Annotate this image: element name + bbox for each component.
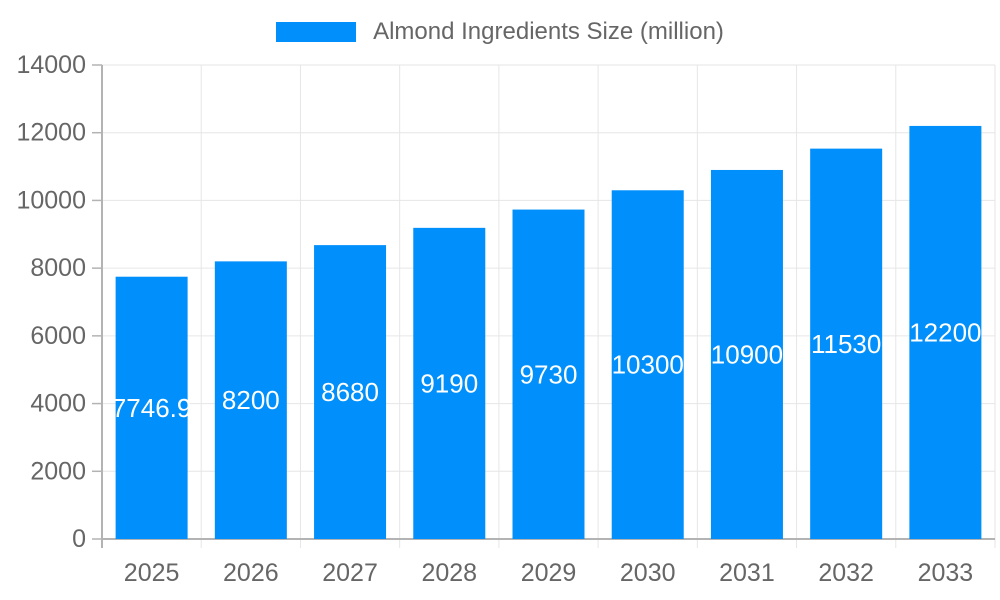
- legend[interactable]: Almond Ingredients Size (million): [0, 20, 1000, 44]
- bar-value-label: 9190: [420, 368, 478, 398]
- bar: [413, 227, 486, 540]
- bar: [214, 261, 287, 539]
- x-tick-label: 2031: [719, 559, 775, 587]
- bar: [909, 125, 982, 539]
- legend-label: Almond Ingredients Size (million): [373, 18, 724, 45]
- x-tick-label: 2033: [918, 559, 974, 587]
- bar-value-label: 11530: [811, 329, 881, 359]
- bar: [810, 148, 883, 539]
- bar-value-label: 12200: [909, 317, 981, 347]
- legend-swatch[interactable]: [276, 22, 357, 42]
- x-tick-label: 2029: [521, 559, 577, 587]
- y-tick-label: 4000: [30, 390, 86, 418]
- x-tick-label: 2028: [421, 559, 477, 587]
- bar-value-label: 7746.9: [112, 393, 192, 423]
- bar-value-label: 9730: [520, 359, 578, 389]
- x-tick-label: 2025: [124, 559, 180, 587]
- y-tick-label: 0: [72, 525, 86, 553]
- x-tick-label: 2027: [322, 559, 378, 587]
- bar-value-label: 8200: [222, 385, 280, 415]
- bar: [115, 276, 188, 539]
- bar-value-label: 8680: [321, 377, 379, 407]
- y-tick-label: 14000: [16, 51, 86, 79]
- y-tick-label: 12000: [16, 119, 86, 147]
- x-tick-label: 2032: [818, 559, 874, 587]
- y-tick-label: 8000: [30, 254, 86, 282]
- bar-value-label: 10300: [612, 350, 684, 380]
- bar: [611, 190, 684, 539]
- y-tick-label: 10000: [16, 186, 86, 214]
- y-tick-label: 2000: [30, 457, 86, 485]
- bar-value-label: 10900: [711, 339, 783, 369]
- bar: [710, 169, 783, 539]
- x-tick-label: 2030: [620, 559, 676, 587]
- bar: [314, 245, 387, 539]
- y-tick-label: 6000: [30, 322, 86, 350]
- x-tick-label: 2026: [223, 559, 279, 587]
- bar: [512, 209, 585, 539]
